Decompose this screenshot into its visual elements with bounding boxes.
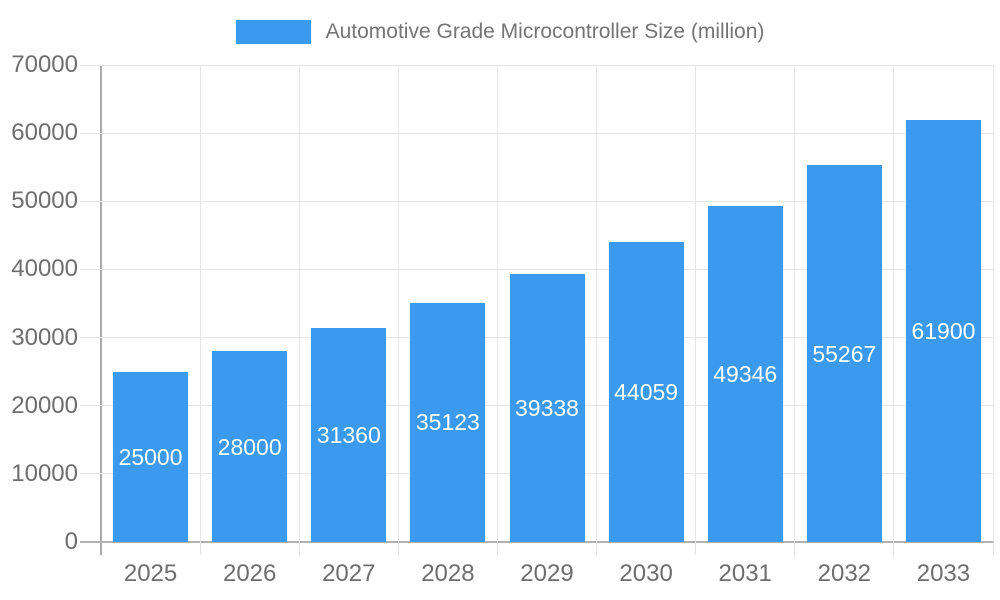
h-gridline [80, 132, 993, 134]
bar-value-label: 55267 [812, 340, 877, 367]
v-gridline [596, 65, 598, 542]
x-axis-tick [794, 542, 796, 555]
x-axis-tick [893, 542, 895, 555]
y-axis-tick-label: 20000 [11, 391, 78, 419]
bar [608, 241, 684, 542]
h-gridline [80, 200, 993, 202]
v-gridline [794, 65, 796, 542]
x-axis-line [80, 541, 993, 543]
y-axis-tick-label: 10000 [11, 459, 78, 487]
x-axis-tick [496, 542, 498, 555]
x-axis-category-label: 2027 [322, 560, 376, 587]
x-axis-category-label: 2025 [123, 560, 178, 587]
bar [905, 120, 981, 542]
h-gridline [80, 64, 993, 66]
h-gridline [80, 268, 993, 270]
v-gridline [397, 65, 399, 542]
x-axis-tick [298, 542, 300, 555]
y-axis-tick-label: 70000 [11, 51, 78, 78]
x-axis-category-label: 2032 [817, 560, 872, 587]
y-axis-tick-label: 60000 [11, 119, 78, 147]
legend-label: Automotive Grade Microcontroller Size (m… [325, 20, 765, 43]
x-axis-tick [695, 542, 697, 555]
bar [212, 351, 288, 542]
y-axis-tick-label: 30000 [11, 323, 78, 351]
bar-value-label: 28000 [217, 433, 282, 460]
v-gridline [893, 65, 895, 542]
bar [509, 273, 585, 542]
v-gridline [298, 65, 300, 542]
y-axis-tick-label: 0 [64, 528, 78, 555]
bar-value-label: 49346 [713, 360, 778, 387]
v-gridline [992, 65, 994, 542]
legend-item[interactable]: Automotive Grade Microcontroller Size (m… [0, 20, 1000, 44]
x-axis-category-label: 2029 [520, 560, 574, 587]
bar-value-label: 61900 [911, 318, 976, 345]
bar-value-label: 31360 [316, 422, 381, 449]
y-axis-tick-label: 40000 [11, 255, 78, 283]
bar [410, 302, 486, 542]
y-axis-tick-label: 50000 [11, 187, 78, 215]
x-axis-tick [199, 542, 201, 555]
y-axis-line [100, 65, 102, 555]
bar-value-label: 39338 [515, 394, 579, 421]
plot-area: 0 10000 20000 30000 40000 50000 60000 70000 2500… [11, 51, 994, 587]
x-axis-category-label: 2033 [916, 560, 971, 587]
bar-value-label: 25000 [118, 443, 183, 470]
x-axis-category-label: 2026 [222, 560, 277, 587]
x-axis-tick [992, 542, 994, 555]
x-axis-category-label: 2028 [421, 560, 475, 587]
x-axis-category-label: 2031 [718, 560, 772, 587]
v-gridline [496, 65, 498, 542]
bar-value-label: 35123 [415, 409, 480, 436]
bar [311, 328, 387, 542]
bar [707, 205, 783, 542]
x-axis-tick [397, 542, 399, 555]
bar [113, 371, 189, 542]
bar [806, 165, 882, 542]
v-gridline [695, 65, 697, 542]
v-gridline [199, 65, 201, 542]
bar-value-label: 44059 [614, 378, 679, 405]
x-axis-category-label: 2030 [619, 560, 673, 587]
x-axis-tick [596, 542, 598, 555]
legend-swatch-icon [235, 20, 311, 44]
